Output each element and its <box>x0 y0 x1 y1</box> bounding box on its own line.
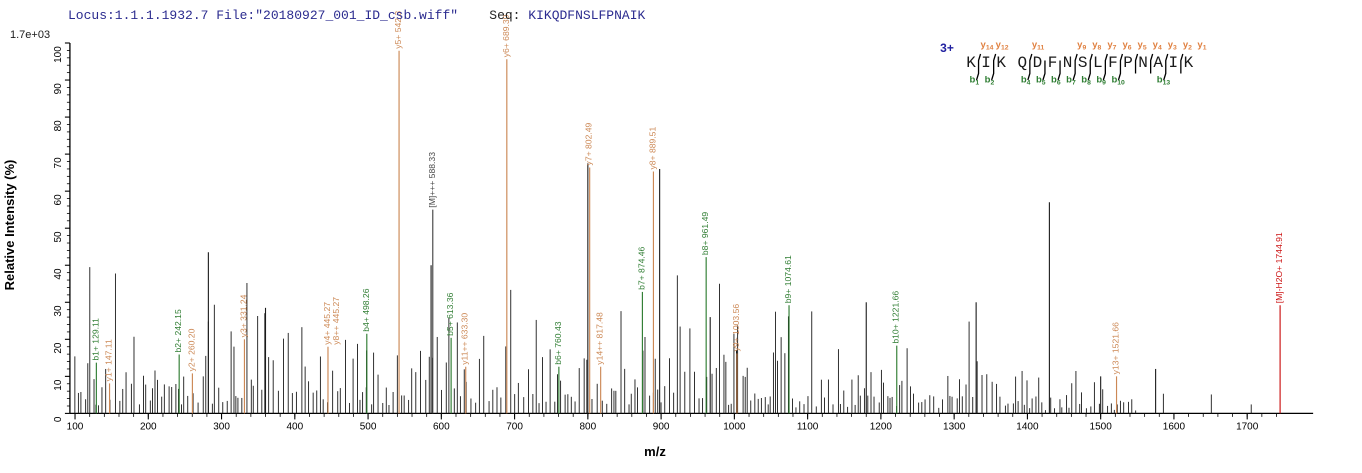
svg-text:100: 100 <box>67 421 84 432</box>
svg-text:y1: y1 <box>1197 40 1206 52</box>
svg-text:800: 800 <box>580 421 597 432</box>
svg-text:[M]+++ 588.33: [M]+++ 588.33 <box>427 152 437 208</box>
svg-text:y2+ 260.20: y2+ 260.20 <box>186 328 196 371</box>
svg-text:10: 10 <box>53 379 64 391</box>
svg-text:m/z: m/z <box>644 444 666 459</box>
svg-text:y1+ 147.11: y1+ 147.11 <box>104 339 114 381</box>
svg-text:600: 600 <box>433 421 450 432</box>
svg-text:1700: 1700 <box>1236 421 1259 432</box>
svg-text:A: A <box>1153 54 1163 72</box>
svg-text:y13+ 1521.66: y13+ 1521.66 <box>1111 322 1121 375</box>
svg-text:60: 60 <box>53 194 64 206</box>
svg-text:b10: b10 <box>1111 75 1125 87</box>
svg-text:400: 400 <box>286 421 303 432</box>
svg-text:1100: 1100 <box>797 421 819 432</box>
svg-text:N: N <box>1063 54 1073 72</box>
svg-text:1500: 1500 <box>1090 421 1113 432</box>
svg-text:K: K <box>1184 54 1194 72</box>
svg-text:70: 70 <box>53 157 64 169</box>
svg-text:50: 50 <box>53 231 64 243</box>
svg-text:y8: y8 <box>1092 40 1101 52</box>
svg-text:I: I <box>981 54 991 72</box>
svg-text:b1+ 129.11: b1+ 129.11 <box>90 318 100 361</box>
svg-text:90: 90 <box>53 83 64 95</box>
svg-text:1400: 1400 <box>1016 421 1039 432</box>
svg-text:y3+ 331.24: y3+ 331.24 <box>238 294 248 337</box>
svg-text:y5: y5 <box>1138 40 1147 52</box>
svg-text:200: 200 <box>140 421 157 432</box>
svg-text:80: 80 <box>53 120 64 132</box>
svg-text:30: 30 <box>53 305 64 317</box>
svg-text:y14: y14 <box>981 40 994 52</box>
svg-text:y11: y11 <box>1032 40 1045 52</box>
svg-text:D: D <box>1033 54 1043 72</box>
svg-text:100: 100 <box>53 46 64 63</box>
svg-text:20: 20 <box>53 342 64 354</box>
svg-text:b5+ 613.36: b5+ 613.36 <box>445 292 455 335</box>
svg-text:Q: Q <box>1017 54 1027 72</box>
svg-text:S: S <box>1078 54 1088 72</box>
svg-text:b4+ 498.26: b4+ 498.26 <box>361 288 371 331</box>
svg-text:y6: y6 <box>1122 40 1131 52</box>
svg-text:b10+ 1221.66: b10+ 1221.66 <box>891 291 901 344</box>
svg-text:Relative Intensity (%): Relative Intensity (%) <box>2 160 17 291</box>
svg-text:L: L <box>1093 54 1103 72</box>
svg-text:F: F <box>1048 54 1058 72</box>
svg-text:700: 700 <box>506 421 523 432</box>
svg-text:b9+ 1074.61: b9+ 1074.61 <box>783 255 793 303</box>
svg-text:500: 500 <box>360 421 377 432</box>
svg-text:b8+ 961.49: b8+ 961.49 <box>700 212 710 255</box>
svg-text:b7+ 874.46: b7+ 874.46 <box>636 246 646 289</box>
svg-text:y2: y2 <box>1183 40 1192 52</box>
svg-text:y3: y3 <box>1168 40 1177 52</box>
svg-text:1.7e+03: 1.7e+03 <box>10 29 50 41</box>
svg-text:K: K <box>966 54 976 72</box>
svg-text:0: 0 <box>53 416 64 422</box>
svg-text:F: F <box>1108 54 1118 72</box>
svg-text:900: 900 <box>653 421 670 432</box>
svg-text:P: P <box>1123 54 1133 72</box>
svg-text:3+: 3+ <box>940 41 954 55</box>
svg-text:1300: 1300 <box>943 421 966 432</box>
svg-text:1000: 1000 <box>723 421 746 432</box>
svg-text:N: N <box>1138 54 1148 72</box>
svg-text:1600: 1600 <box>1163 421 1186 432</box>
svg-text:y12: y12 <box>996 40 1009 52</box>
svg-text:y8++ 445.27: y8++ 445.27 <box>331 297 341 345</box>
svg-text:40: 40 <box>53 268 64 280</box>
svg-text:[M]-H2O+ 1744.91: [M]-H2O+ 1744.91 <box>1274 232 1284 303</box>
svg-text:300: 300 <box>213 421 230 432</box>
svg-text:y11++ 633.30: y11++ 633.30 <box>460 313 470 365</box>
svg-text:y14++ 817.48: y14++ 817.48 <box>595 312 605 365</box>
svg-text:y7: y7 <box>1107 40 1116 52</box>
svg-text:y8+ 889.51: y8+ 889.51 <box>647 127 657 170</box>
svg-text:K: K <box>996 54 1006 72</box>
svg-text:b2+ 242.15: b2+ 242.15 <box>173 309 183 352</box>
svg-text:1200: 1200 <box>870 421 893 432</box>
svg-text:y9: y9 <box>1077 40 1086 52</box>
svg-text:y4: y4 <box>1153 40 1162 52</box>
svg-text:y7+ 802.49: y7+ 802.49 <box>584 122 594 165</box>
svg-text:b13: b13 <box>1157 75 1171 87</box>
svg-text:b6+ 760.43: b6+ 760.43 <box>553 321 563 364</box>
svg-text:y9+ 1003.56: y9+ 1003.56 <box>731 304 741 352</box>
svg-text:I: I <box>1168 54 1178 72</box>
